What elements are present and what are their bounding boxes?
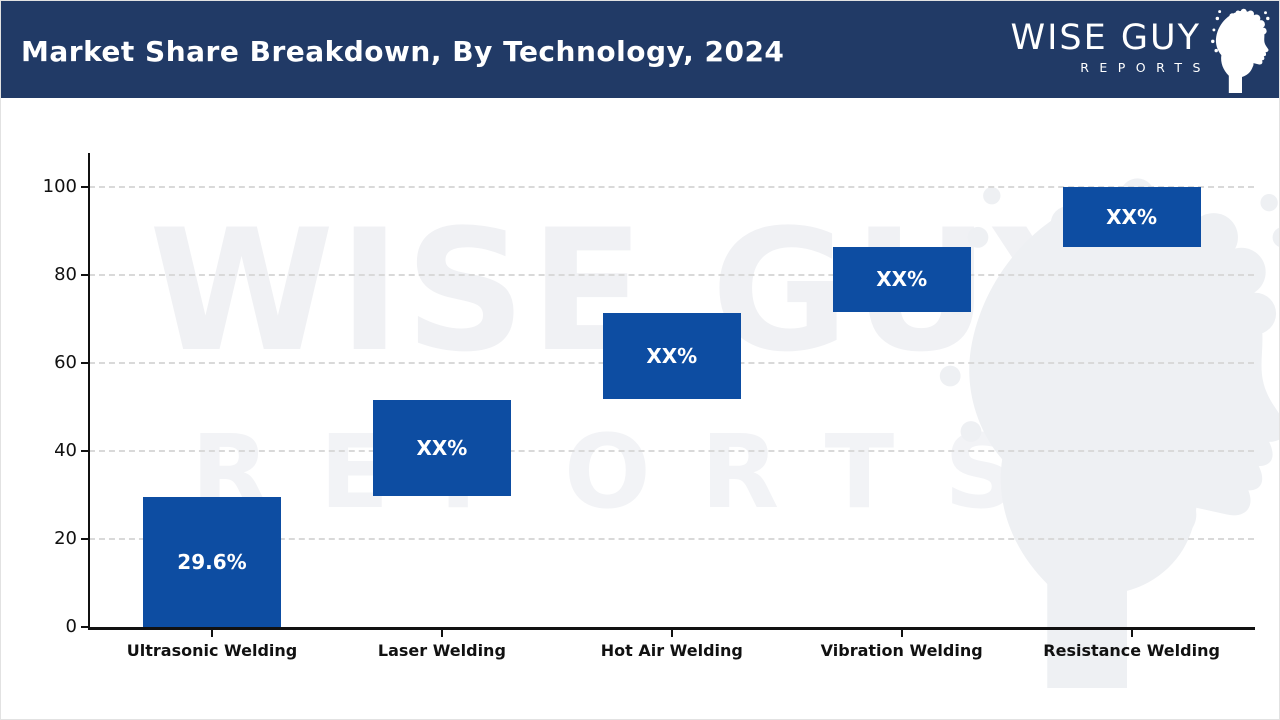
x-tick-label: Resistance Welding bbox=[1043, 641, 1220, 660]
x-tick bbox=[1130, 629, 1133, 637]
x-tick-label: Ultrasonic Welding bbox=[126, 641, 298, 660]
gridline bbox=[89, 274, 1254, 276]
x-tick bbox=[211, 629, 213, 637]
gridline bbox=[89, 450, 1254, 452]
y-tick bbox=[81, 274, 89, 276]
logo-head-icon bbox=[1209, 7, 1275, 93]
watermark-subtitle: REPORTS bbox=[191, 413, 1068, 532]
bar-label: XX% bbox=[1106, 204, 1158, 229]
y-tick-label: 60 bbox=[54, 352, 77, 373]
x-tick bbox=[670, 629, 673, 637]
x-axis bbox=[88, 627, 1255, 630]
logo-subtitle: REPORTS bbox=[1080, 59, 1211, 75]
bar-label: 29.6% bbox=[177, 549, 247, 574]
y-tick-label: 0 bbox=[65, 616, 77, 637]
bar: XX% bbox=[832, 246, 971, 312]
x-tick bbox=[440, 629, 443, 637]
y-tick-label: 80 bbox=[54, 264, 77, 285]
bar-label: XX% bbox=[876, 267, 928, 292]
bar: XX% bbox=[1062, 187, 1201, 247]
y-tick bbox=[81, 450, 89, 452]
bar: XX% bbox=[372, 399, 511, 496]
logo-wordmark: WISE GUY bbox=[1010, 18, 1201, 58]
bar: XX% bbox=[602, 312, 741, 400]
chart-area: WISE GUY REPORTS 0 20 40 60 80 100 29.6% XX% XX%… bbox=[1, 98, 1279, 719]
page-title: Market Share Breakdown, By Technology, 2… bbox=[21, 35, 785, 68]
x-tick-label: Hot Air Welding bbox=[600, 641, 743, 660]
bar-label: XX% bbox=[646, 343, 698, 368]
bar-label: XX% bbox=[416, 435, 468, 460]
y-axis bbox=[88, 153, 90, 629]
y-tick-label: 20 bbox=[54, 528, 77, 549]
header-bar: Market Share Breakdown, By Technology, 2… bbox=[1, 1, 1279, 98]
y-tick bbox=[81, 186, 89, 188]
y-tick bbox=[81, 626, 89, 628]
x-tick bbox=[900, 629, 903, 637]
y-tick-label: 40 bbox=[54, 440, 77, 461]
y-tick bbox=[81, 362, 89, 364]
x-tick-label: Vibration Welding bbox=[820, 641, 983, 660]
y-tick-label: 100 bbox=[42, 176, 77, 197]
gridline bbox=[89, 186, 1254, 188]
y-tick bbox=[81, 538, 89, 540]
logo-text: WISE GUY REPORTS bbox=[1010, 19, 1201, 75]
bar: 29.6% bbox=[143, 496, 281, 627]
x-tick-label: Laser Welding bbox=[377, 641, 506, 660]
gridline bbox=[89, 538, 1254, 540]
wiseguy-logo: WISE GUY REPORTS bbox=[1009, 1, 1269, 98]
